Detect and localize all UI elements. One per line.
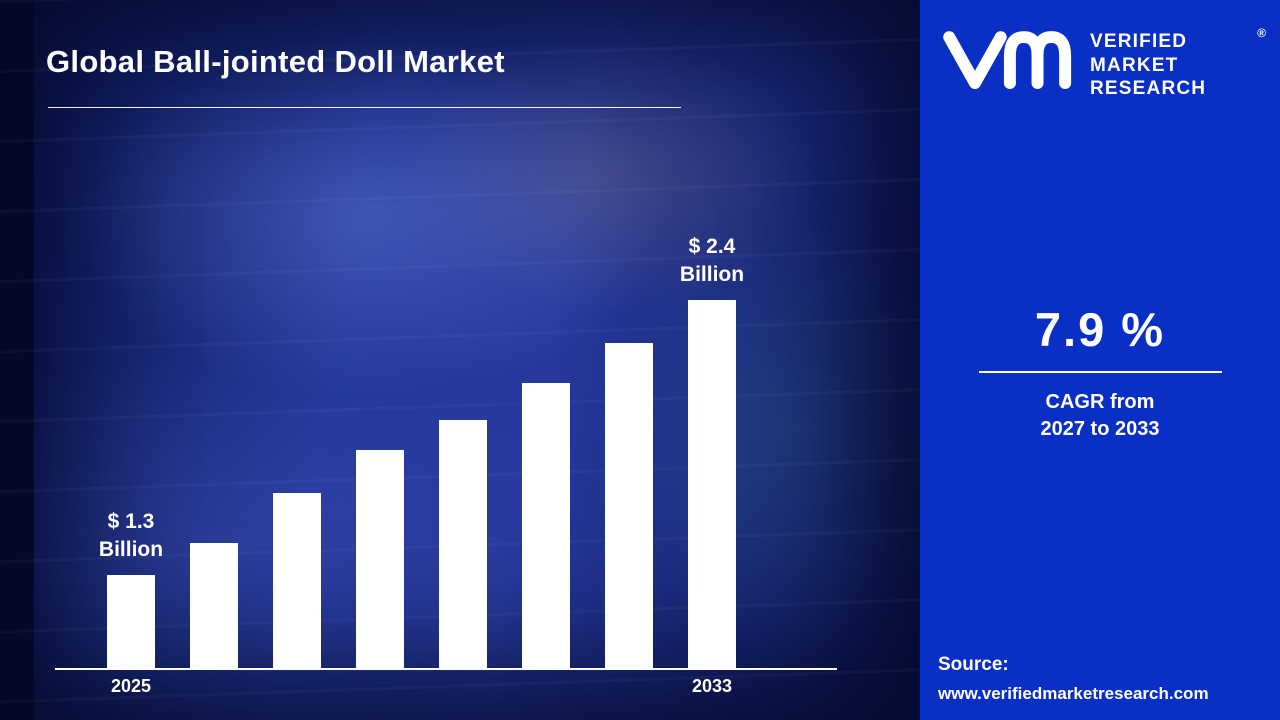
bar (522, 383, 570, 668)
bar-value-label: $ 2.4 Billion (679, 235, 745, 286)
bar-column (190, 192, 238, 668)
brand-name-line: RESEARCH (1090, 78, 1207, 100)
bar-column: $ 1.3 Billion 2025 (99, 192, 163, 696)
bar-column (356, 192, 404, 668)
bar (107, 575, 155, 668)
bar-column (605, 192, 653, 668)
bar-column (522, 192, 570, 668)
registered-trademark: ® (1257, 26, 1266, 40)
x-axis-label: 2025 (110, 676, 152, 696)
brand-panel: VERIFIED MARKET RESEARCH ® 7.9 % CAGR fr… (920, 0, 1280, 720)
brand-name: VERIFIED MARKET RESEARCH (1090, 30, 1206, 101)
bar-column (439, 192, 487, 668)
source-label: Source: (938, 654, 1009, 675)
source-block: Source: www.verifiedmarketresearch.com (938, 654, 1209, 704)
cagr-underline (978, 371, 1222, 373)
bar-column (273, 192, 321, 668)
vmr-logo-icon (943, 31, 1072, 90)
bar-chart: $ 1.3 Billion 2025 $ 2.4 Billion 2033 (55, 192, 837, 696)
chart-section: Global Ball-jointed Doll Market $ 1.3 Bil… (0, 0, 920, 720)
title-underline (48, 107, 681, 108)
bar (688, 300, 736, 668)
bar (356, 450, 404, 668)
bars: $ 1.3 Billion 2025 $ 2.4 Billion 2033 (99, 192, 744, 696)
cagr-caption-line: 2027 to 2033 (1040, 418, 1160, 440)
x-axis-label: 2033 (691, 676, 733, 696)
x-axis-line (55, 668, 837, 670)
bar (439, 420, 487, 668)
page-title: Global Ball-jointed Doll Market (46, 44, 505, 79)
source-url[interactable]: www.verifiedmarketresearch.com (938, 684, 1209, 703)
brand-name-line: MARKET (1090, 54, 1179, 76)
brand-name-line: VERIFIED (1090, 31, 1188, 52)
cagr-caption: CAGR from 2027 to 2033 (920, 389, 1280, 443)
cagr-value: 7.9 % (1034, 303, 1166, 356)
brand-logo: VERIFIED MARKET RESEARCH ® (940, 24, 1270, 101)
bar-column: $ 2.4 Billion 2033 (680, 192, 744, 696)
bar (190, 543, 238, 668)
bar-value-label: $ 1.3 Billion (98, 510, 164, 561)
bar (273, 493, 321, 668)
cagr-block: 7.9 % CAGR from 2027 to 2033 (920, 302, 1280, 443)
bar (605, 343, 653, 668)
cagr-caption-line: CAGR from (1045, 391, 1155, 413)
